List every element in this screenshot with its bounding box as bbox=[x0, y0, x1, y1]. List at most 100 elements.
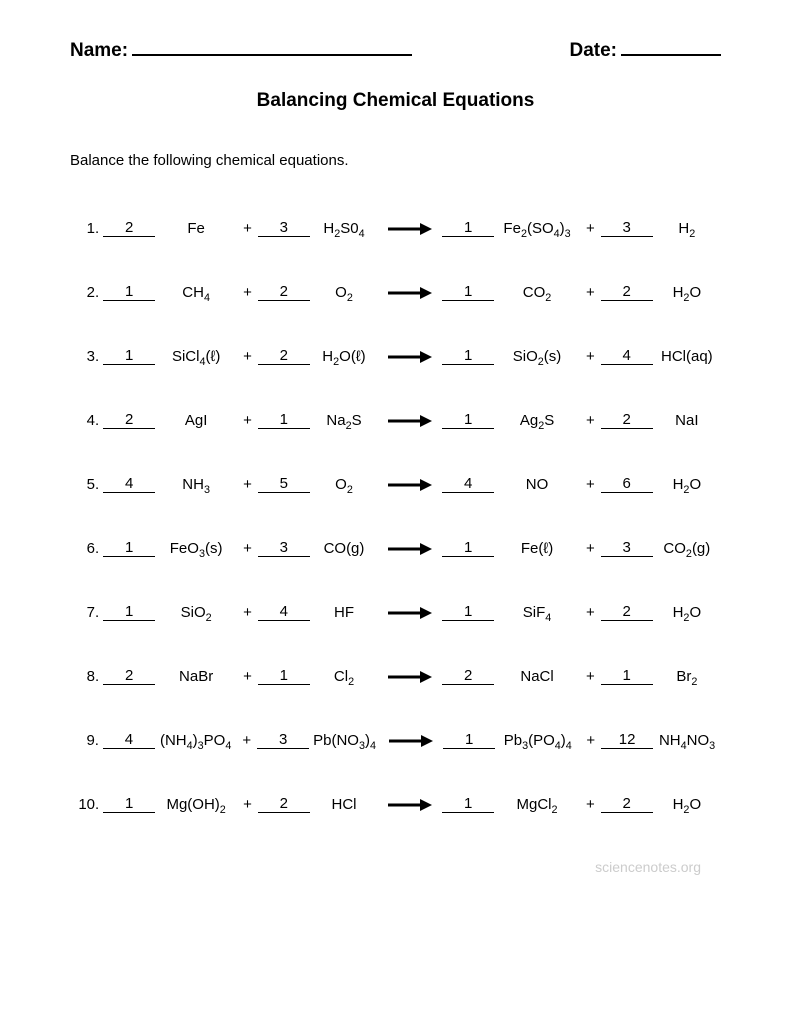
header-row: Name: Date: bbox=[70, 40, 721, 62]
page-title: Balancing Chemical Equations bbox=[70, 90, 721, 112]
reaction-arrow-icon bbox=[379, 732, 443, 749]
species: H2 bbox=[653, 220, 721, 237]
equation-row: 6.1FeO3(s)+3CO(g)1Fe(ℓ)+3CO2(g) bbox=[70, 539, 721, 557]
plus-sign: + bbox=[237, 284, 258, 301]
species: H2S04 bbox=[310, 220, 378, 237]
plus-sign: + bbox=[237, 796, 258, 813]
coefficient: 2 bbox=[258, 795, 310, 813]
equation-row: 3.1SiCl4(ℓ)+2H2O(ℓ)1SiO2(s)+4HCl(aq) bbox=[70, 347, 721, 365]
equation-number: 8. bbox=[70, 668, 103, 685]
equations-list: 1.2Fe+3H2S041Fe2(SO4)3+3H22.1CH4+2O21CO2… bbox=[70, 219, 721, 813]
coefficient: 3 bbox=[258, 219, 310, 237]
plus-sign: + bbox=[237, 604, 258, 621]
coefficient: 4 bbox=[442, 475, 494, 493]
species: H2O bbox=[653, 604, 721, 621]
equation-row: 10.1Mg(OH)2+2HCl1MgCl2+2H2O bbox=[70, 795, 721, 813]
species: HF bbox=[310, 604, 378, 621]
plus-sign: + bbox=[580, 348, 601, 365]
species: CO2 bbox=[494, 284, 580, 301]
equation-row: 9.4(NH4)3PO4+3Pb(NO3)41Pb3(PO4)4+12NH4NO… bbox=[70, 731, 721, 749]
species: CH4 bbox=[155, 284, 237, 301]
coefficient: 5 bbox=[258, 475, 310, 493]
equation-row: 4.2AgI+1Na2S1Ag2S+2NaI bbox=[70, 411, 721, 429]
species: Cl2 bbox=[310, 668, 378, 685]
plus-sign: + bbox=[580, 220, 601, 237]
name-label: Name: bbox=[70, 40, 128, 61]
species: H2O(ℓ) bbox=[310, 348, 378, 365]
coefficient: 4 bbox=[103, 731, 155, 749]
equation-number: 4. bbox=[70, 412, 103, 429]
plus-sign: + bbox=[236, 732, 257, 749]
equation-number: 7. bbox=[70, 604, 103, 621]
species: SiCl4(ℓ) bbox=[155, 348, 237, 365]
date-blank bbox=[621, 54, 721, 56]
coefficient: 4 bbox=[258, 603, 310, 621]
species: NH3 bbox=[155, 476, 237, 493]
coefficient: 2 bbox=[103, 411, 155, 429]
coefficient: 1 bbox=[103, 539, 155, 557]
coefficient: 1 bbox=[103, 283, 155, 301]
coefficient: 4 bbox=[601, 347, 653, 365]
plus-sign: + bbox=[237, 348, 258, 365]
coefficient: 1 bbox=[103, 795, 155, 813]
equation-number: 3. bbox=[70, 348, 103, 365]
coefficient: 1 bbox=[258, 411, 310, 429]
reaction-arrow-icon bbox=[378, 412, 442, 429]
species: Pb3(PO4)4 bbox=[495, 732, 580, 749]
species: NaCl bbox=[494, 668, 580, 685]
coefficient: 3 bbox=[258, 539, 310, 557]
plus-sign: + bbox=[580, 732, 601, 749]
plus-sign: + bbox=[237, 540, 258, 557]
equation-number: 5. bbox=[70, 476, 103, 493]
coefficient: 2 bbox=[601, 283, 653, 301]
coefficient: 1 bbox=[103, 603, 155, 621]
reaction-arrow-icon bbox=[378, 540, 442, 557]
equation-number: 9. bbox=[70, 732, 103, 749]
species: SiF4 bbox=[494, 604, 580, 621]
coefficient: 2 bbox=[601, 411, 653, 429]
equation-number: 1. bbox=[70, 220, 103, 237]
plus-sign: + bbox=[237, 476, 258, 493]
coefficient: 1 bbox=[442, 219, 494, 237]
coefficient: 1 bbox=[258, 667, 310, 685]
species: Pb(NO3)4 bbox=[309, 732, 379, 749]
coefficient: 1 bbox=[442, 411, 494, 429]
reaction-arrow-icon bbox=[378, 796, 442, 813]
coefficient: 1 bbox=[103, 347, 155, 365]
equation-row: 7.1SiO2+4HF1SiF4+2H2O bbox=[70, 603, 721, 621]
species: (NH4)3PO4 bbox=[155, 732, 236, 749]
equation-row: 2.1CH4+2O21CO2+2H2O bbox=[70, 283, 721, 301]
species: SiO2 bbox=[155, 604, 237, 621]
reaction-arrow-icon bbox=[378, 284, 442, 301]
coefficient: 3 bbox=[601, 219, 653, 237]
plus-sign: + bbox=[237, 412, 258, 429]
instructions-text: Balance the following chemical equations… bbox=[70, 152, 721, 169]
coefficient: 12 bbox=[601, 731, 653, 749]
species: NaI bbox=[653, 412, 721, 429]
plus-sign: + bbox=[580, 540, 601, 557]
date-label: Date: bbox=[569, 40, 617, 61]
species: CO2(g) bbox=[653, 540, 721, 557]
species: H2O bbox=[653, 796, 721, 813]
coefficient: 3 bbox=[257, 731, 309, 749]
coefficient: 2 bbox=[442, 667, 494, 685]
equation-number: 10. bbox=[70, 796, 103, 813]
plus-sign: + bbox=[237, 220, 258, 237]
species: HCl(aq) bbox=[653, 348, 721, 365]
coefficient: 4 bbox=[103, 475, 155, 493]
plus-sign: + bbox=[580, 284, 601, 301]
equation-row: 8.2NaBr+1Cl22NaCl+1Br2 bbox=[70, 667, 721, 685]
name-blank bbox=[132, 54, 412, 56]
species: NO bbox=[494, 476, 580, 493]
name-field: Name: bbox=[70, 40, 412, 62]
date-field: Date: bbox=[569, 40, 721, 62]
coefficient: 1 bbox=[442, 347, 494, 365]
reaction-arrow-icon bbox=[378, 220, 442, 237]
coefficient: 2 bbox=[103, 667, 155, 685]
species: O2 bbox=[310, 476, 378, 493]
coefficient: 1 bbox=[442, 795, 494, 813]
coefficient: 2 bbox=[103, 219, 155, 237]
species: CO(g) bbox=[310, 540, 378, 557]
reaction-arrow-icon bbox=[378, 476, 442, 493]
species: O2 bbox=[310, 284, 378, 301]
